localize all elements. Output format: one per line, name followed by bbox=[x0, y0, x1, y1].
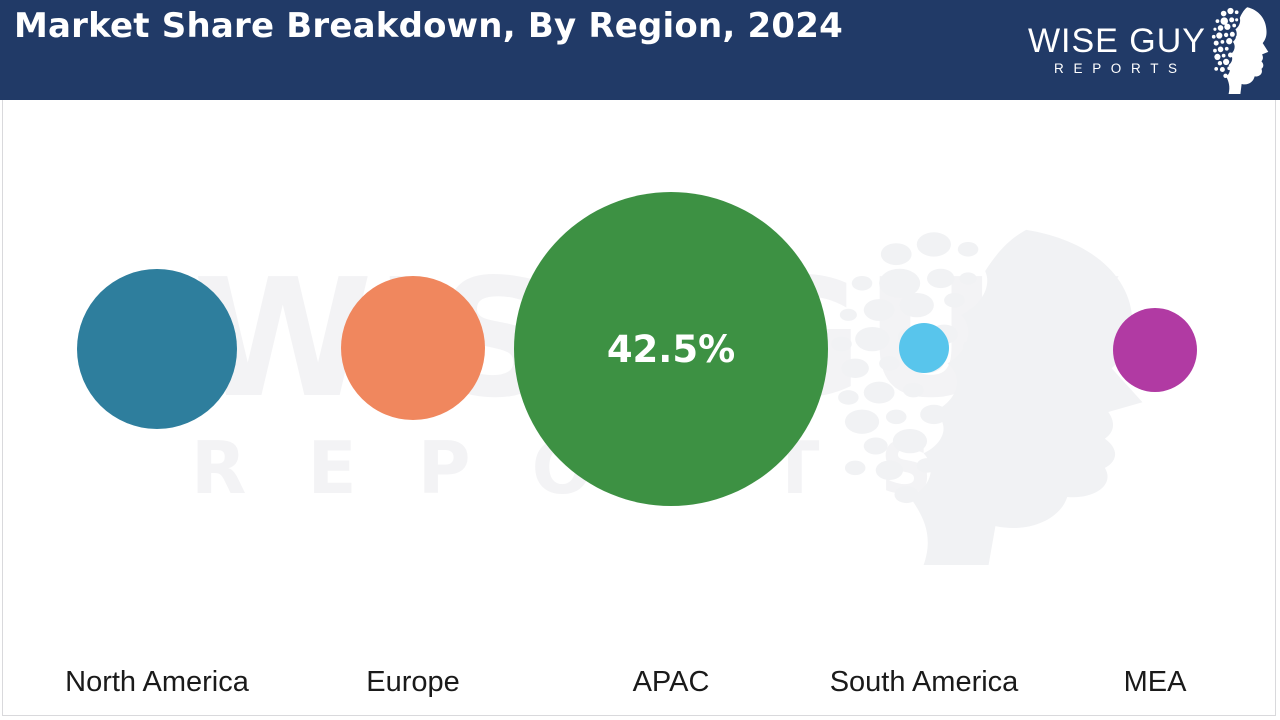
brand-logo-text: WISE GUY R E P O R T S bbox=[1027, 21, 1206, 77]
brand-face-icon bbox=[1211, 7, 1269, 94]
bubble-south-america bbox=[899, 323, 949, 373]
brand-subtitle: R E P O R T S bbox=[1053, 61, 1180, 77]
category-label-mea: MEA bbox=[1123, 666, 1187, 698]
watermark-face-icon bbox=[831, 229, 1143, 565]
brand-name: WISE GUY bbox=[1027, 21, 1206, 60]
bubble-europe bbox=[341, 276, 485, 420]
category-label-apac: APAC bbox=[632, 666, 710, 698]
page-title: Market Share Breakdown, By Region, 2024 bbox=[14, 6, 843, 46]
category-label-europe: Europe bbox=[366, 666, 460, 698]
brand-logo: WISE GUY R E P O R T S bbox=[1028, 5, 1272, 95]
category-label-south-america: South America bbox=[829, 666, 1019, 698]
header-bar: Market Share Breakdown, By Region, 2024 … bbox=[0, 0, 1280, 100]
category-label-north-america: North America bbox=[65, 666, 249, 698]
chart-area: WISE GUY R E P O R T S North AmericaEuro… bbox=[2, 100, 1276, 716]
bubble-mea bbox=[1113, 308, 1197, 392]
bubble-value-label-apac: 42.5% bbox=[606, 327, 736, 371]
bubble-apac: 42.5% bbox=[514, 192, 828, 506]
bubble-north-america bbox=[77, 269, 237, 429]
